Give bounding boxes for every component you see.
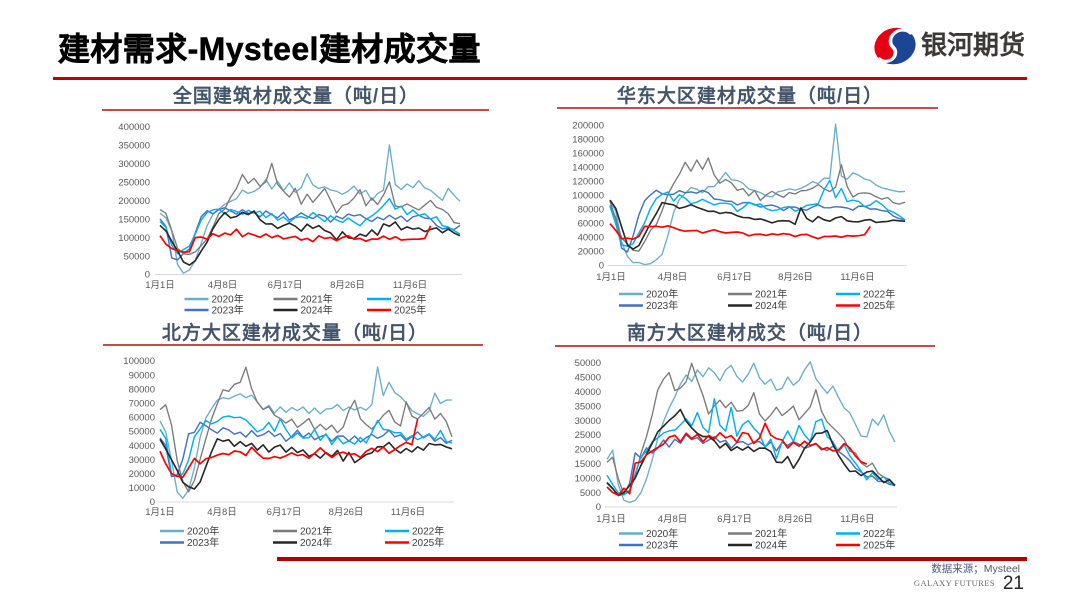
svg-text:4月8日: 4月8日 xyxy=(208,280,238,291)
svg-text:4月8日: 4月8日 xyxy=(658,514,688,525)
svg-text:2021年: 2021年 xyxy=(755,527,787,540)
svg-text:80000: 80000 xyxy=(129,384,155,395)
svg-text:2025年: 2025年 xyxy=(863,539,895,552)
svg-text:35000: 35000 xyxy=(575,401,601,412)
svg-text:80000: 80000 xyxy=(578,205,604,216)
svg-text:0: 0 xyxy=(599,261,604,272)
svg-text:8月26日: 8月26日 xyxy=(330,280,365,291)
svg-text:2022年: 2022年 xyxy=(863,527,895,540)
svg-text:140000: 140000 xyxy=(572,163,604,174)
svg-text:南方大区建材成交（吨/日）: 南方大区建材成交（吨/日） xyxy=(627,321,873,344)
svg-text:2025年: 2025年 xyxy=(394,304,426,317)
svg-text:100000: 100000 xyxy=(123,356,155,367)
svg-text:2025年: 2025年 xyxy=(412,536,444,549)
svg-text:11月6日: 11月6日 xyxy=(393,280,427,291)
svg-text:2020年: 2020年 xyxy=(212,293,244,306)
svg-text:建材需求-Mysteel建材成交量: 建材需求-Mysteel建材成交量 xyxy=(58,31,481,67)
svg-text:4月8日: 4月8日 xyxy=(207,507,237,518)
svg-text:20000: 20000 xyxy=(578,247,604,258)
svg-text:2023年: 2023年 xyxy=(646,539,678,552)
svg-text:50000: 50000 xyxy=(129,427,155,438)
svg-text:8月26日: 8月26日 xyxy=(778,514,813,525)
svg-text:2023年: 2023年 xyxy=(187,536,219,549)
svg-text:11月6日: 11月6日 xyxy=(840,514,874,525)
svg-text:6月17日: 6月17日 xyxy=(717,514,752,525)
svg-text:2024年: 2024年 xyxy=(301,304,333,317)
svg-text:150000: 150000 xyxy=(118,214,150,225)
svg-text:20000: 20000 xyxy=(575,445,601,456)
svg-text:400000: 400000 xyxy=(118,122,150,133)
svg-text:1月1日: 1月1日 xyxy=(145,280,175,291)
svg-text:1月1日: 1月1日 xyxy=(596,272,626,283)
svg-text:北方大区建材成交量（吨/日）: 北方大区建材成交量（吨/日） xyxy=(162,321,428,344)
svg-text:20000: 20000 xyxy=(129,469,155,480)
svg-text:GALAXY FUTURES: GALAXY FUTURES xyxy=(914,578,995,588)
svg-text:全国建筑材成交量（吨/日）: 全国建筑材成交量（吨/日） xyxy=(172,84,419,107)
svg-text:70000: 70000 xyxy=(129,399,155,410)
svg-text:350000: 350000 xyxy=(118,141,150,152)
svg-text:100000: 100000 xyxy=(572,191,604,202)
svg-text:2025年: 2025年 xyxy=(863,299,895,312)
svg-text:40000: 40000 xyxy=(575,387,601,398)
svg-text:2024年: 2024年 xyxy=(755,299,787,312)
svg-text:50000: 50000 xyxy=(575,358,601,369)
svg-text:100000: 100000 xyxy=(118,233,150,244)
svg-text:30000: 30000 xyxy=(129,455,155,466)
svg-text:1月1日: 1月1日 xyxy=(596,514,626,525)
svg-text:10000: 10000 xyxy=(575,473,601,484)
svg-text:15000: 15000 xyxy=(575,459,601,470)
svg-text:银河期货: 银河期货 xyxy=(921,30,1025,60)
svg-text:1月1日: 1月1日 xyxy=(145,507,175,518)
svg-text:数据来源；Mysteel: 数据来源；Mysteel xyxy=(931,562,1020,575)
svg-text:200000: 200000 xyxy=(572,121,604,132)
svg-text:2022年: 2022年 xyxy=(394,293,426,306)
svg-text:0: 0 xyxy=(145,270,150,281)
svg-text:250000: 250000 xyxy=(118,178,150,189)
svg-text:5000: 5000 xyxy=(580,488,601,499)
svg-text:2021年: 2021年 xyxy=(300,525,332,538)
svg-text:0: 0 xyxy=(150,497,155,508)
svg-text:25000: 25000 xyxy=(575,430,601,441)
svg-text:6月17日: 6月17日 xyxy=(268,280,303,291)
svg-text:160000: 160000 xyxy=(572,149,604,160)
svg-text:30000: 30000 xyxy=(575,416,601,427)
svg-text:50000: 50000 xyxy=(124,251,150,262)
svg-text:2020年: 2020年 xyxy=(646,527,678,540)
svg-text:300000: 300000 xyxy=(118,159,150,170)
svg-text:2022年: 2022年 xyxy=(863,288,895,301)
svg-text:8月26日: 8月26日 xyxy=(778,272,813,283)
svg-text:2023年: 2023年 xyxy=(212,304,244,317)
svg-text:8月26日: 8月26日 xyxy=(329,507,364,518)
svg-text:11月6日: 11月6日 xyxy=(391,507,425,518)
svg-text:2020年: 2020年 xyxy=(187,525,219,538)
svg-text:0: 0 xyxy=(596,502,601,513)
svg-text:2021年: 2021年 xyxy=(301,293,333,306)
svg-text:2020年: 2020年 xyxy=(646,288,678,301)
svg-text:6月17日: 6月17日 xyxy=(267,507,302,518)
svg-text:120000: 120000 xyxy=(572,177,604,188)
svg-text:60000: 60000 xyxy=(578,219,604,230)
svg-text:6月17日: 6月17日 xyxy=(717,272,752,283)
svg-text:10000: 10000 xyxy=(129,483,155,494)
svg-text:2024年: 2024年 xyxy=(755,539,787,552)
svg-text:2024年: 2024年 xyxy=(300,536,332,549)
svg-text:45000: 45000 xyxy=(575,373,601,384)
svg-text:90000: 90000 xyxy=(129,370,155,381)
svg-text:40000: 40000 xyxy=(129,441,155,452)
svg-text:21: 21 xyxy=(1003,573,1024,594)
svg-text:2021年: 2021年 xyxy=(755,288,787,301)
svg-text:2023年: 2023年 xyxy=(646,299,678,312)
svg-text:180000: 180000 xyxy=(572,135,604,146)
svg-text:2022年: 2022年 xyxy=(412,525,444,538)
svg-text:4月8日: 4月8日 xyxy=(658,272,688,283)
svg-text:60000: 60000 xyxy=(129,413,155,424)
svg-text:200000: 200000 xyxy=(118,196,150,207)
svg-text:40000: 40000 xyxy=(578,233,604,244)
svg-text:华东大区建材成交量（吨/日）: 华东大区建材成交量（吨/日） xyxy=(617,84,883,107)
svg-text:11月6日: 11月6日 xyxy=(840,272,874,283)
